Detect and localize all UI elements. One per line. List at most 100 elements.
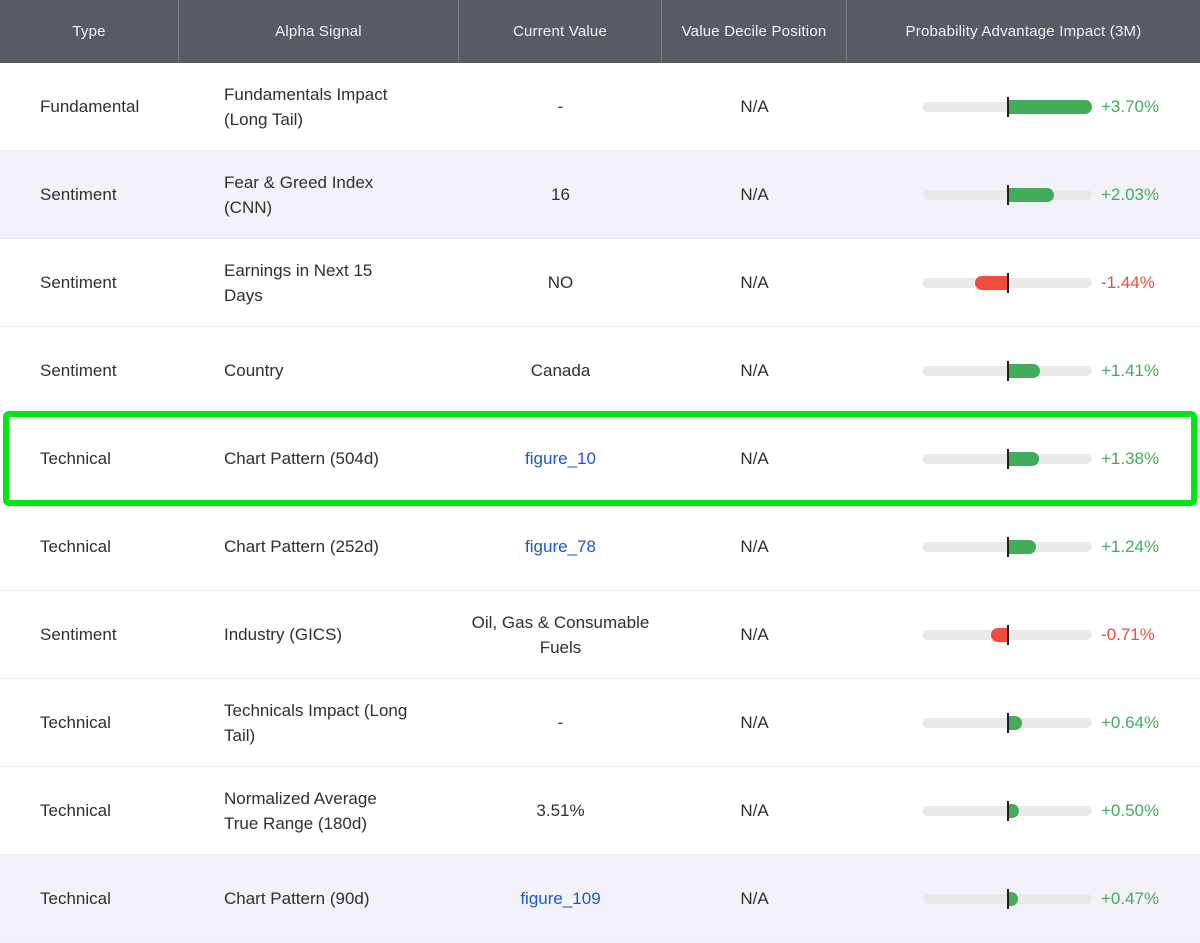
impact-bar-track bbox=[923, 360, 1092, 381]
decile-cell: N/A bbox=[740, 625, 769, 644]
table-row[interactable]: Technical Chart Pattern (90d) figure_109… bbox=[0, 855, 1200, 943]
impact-bar-fill bbox=[1007, 363, 1040, 378]
header-type: Type bbox=[0, 0, 179, 63]
impact-value-label: +1.41% bbox=[1101, 361, 1160, 380]
table-row[interactable]: Technical Normalized Average True Range … bbox=[0, 767, 1200, 855]
impact-zero-tick bbox=[1006, 448, 1009, 469]
impact-zero-tick bbox=[1006, 272, 1009, 293]
impact-bar-track bbox=[923, 712, 1092, 733]
impact-cell: +0.50% bbox=[847, 767, 1200, 854]
table-row[interactable]: Fundamental Fundamentals Impact (Long Ta… bbox=[0, 63, 1200, 151]
decile-cell: N/A bbox=[740, 889, 769, 908]
type-cell: Fundamental bbox=[40, 97, 140, 116]
impact-cell: +1.24% bbox=[847, 503, 1200, 590]
decile-cell: N/A bbox=[740, 537, 769, 556]
impact-bar-track bbox=[923, 800, 1092, 821]
type-cell: Technical bbox=[40, 713, 111, 732]
impact-bar-fill bbox=[1007, 715, 1022, 730]
type-cell: Technical bbox=[40, 537, 111, 556]
table-row[interactable]: Technical Chart Pattern (504d) figure_10… bbox=[0, 411, 1200, 506]
impact-bar-fill bbox=[1007, 539, 1036, 554]
current-value-cell: - bbox=[459, 679, 662, 766]
decile-cell: N/A bbox=[740, 449, 769, 468]
impact-zero-tick bbox=[1006, 712, 1009, 733]
current-value-cell: NO bbox=[459, 239, 662, 326]
impact-zero-tick bbox=[1006, 800, 1009, 821]
type-cell: Technical bbox=[40, 801, 111, 820]
current-value: Oil, Gas & Consumable Fuels bbox=[471, 612, 650, 657]
current-value-cell: 3.51% bbox=[459, 767, 662, 854]
figure-link[interactable]: figure_78 bbox=[525, 537, 596, 556]
table-body: Fundamental Fundamentals Impact (Long Ta… bbox=[0, 63, 1200, 943]
decile-cell: N/A bbox=[740, 361, 769, 380]
impact-zero-tick bbox=[1006, 888, 1009, 909]
impact-bar-fill bbox=[1007, 803, 1019, 818]
impact-bar-track bbox=[923, 536, 1092, 557]
impact-bar-fill bbox=[1007, 891, 1019, 906]
table-row[interactable]: Technical Chart Pattern (252d) figure_78… bbox=[0, 503, 1200, 591]
current-value: NO bbox=[547, 273, 574, 292]
impact-cell: +3.70% bbox=[847, 63, 1200, 150]
current-value-cell: 16 bbox=[459, 151, 662, 238]
type-cell: Sentiment bbox=[40, 273, 117, 292]
impact-cell: +0.64% bbox=[847, 679, 1200, 766]
table-row[interactable]: Sentiment Earnings in Next 15 Days NO N/… bbox=[0, 239, 1200, 327]
table-header: Type Alpha Signal Current Value Value De… bbox=[0, 0, 1200, 63]
impact-value-label: +0.64% bbox=[1101, 713, 1160, 732]
header-probability-advantage-impact: Probability Advantage Impact (3M) bbox=[905, 23, 1142, 40]
impact-cell: +2.03% bbox=[847, 151, 1200, 238]
current-value: Canada bbox=[530, 361, 591, 380]
alpha-signal-cell: Technicals Impact (Long Tail) bbox=[224, 700, 408, 745]
figure-link[interactable]: figure_10 bbox=[525, 449, 596, 468]
current-value-cell: Oil, Gas & Consumable Fuels bbox=[459, 591, 662, 678]
impact-cell: -0.71% bbox=[847, 591, 1200, 678]
impact-value-label: +2.03% bbox=[1101, 185, 1160, 204]
impact-zero-tick bbox=[1006, 624, 1009, 645]
current-value-cell: figure_109 bbox=[459, 855, 662, 942]
impact-bar-track bbox=[923, 96, 1092, 117]
impact-bar-fill bbox=[1007, 99, 1092, 114]
alpha-signal-cell: Earnings in Next 15 Days bbox=[224, 260, 373, 305]
current-value: 16 bbox=[551, 185, 570, 204]
current-value-cell: Canada bbox=[459, 327, 662, 414]
impact-bar-track bbox=[923, 448, 1092, 469]
alpha-signal-cell: Chart Pattern (252d) bbox=[224, 537, 379, 556]
header-value-decile-position: Value Decile Position bbox=[662, 0, 847, 63]
alpha-signal-cell: Industry (GICS) bbox=[224, 625, 343, 644]
impact-cell: -1.44% bbox=[847, 239, 1200, 326]
impact-bar-track bbox=[923, 272, 1092, 293]
impact-value-label: +3.70% bbox=[1101, 97, 1160, 116]
impact-bar-track bbox=[923, 888, 1092, 909]
impact-bar-track bbox=[923, 184, 1092, 205]
table-row[interactable]: Sentiment Country Canada N/A +1.41% bbox=[0, 327, 1200, 415]
impact-cell: +1.41% bbox=[847, 327, 1200, 414]
table-row[interactable]: Sentiment Fear & Greed Index (CNN) 16 N/… bbox=[0, 151, 1200, 239]
decile-cell: N/A bbox=[740, 713, 769, 732]
impact-bar-fill bbox=[1007, 451, 1039, 466]
decile-cell: N/A bbox=[740, 273, 769, 292]
alpha-signal-cell: Fundamentals Impact (Long Tail) bbox=[224, 84, 388, 129]
impact-zero-tick bbox=[1006, 536, 1009, 557]
impact-zero-tick bbox=[1006, 184, 1009, 205]
type-cell: Sentiment bbox=[40, 625, 117, 644]
current-value: - bbox=[557, 713, 564, 732]
impact-zero-tick bbox=[1006, 360, 1009, 381]
impact-bar-fill bbox=[1007, 187, 1054, 202]
decile-cell: N/A bbox=[740, 97, 769, 116]
table-row[interactable]: Technical Technicals Impact (Long Tail) … bbox=[0, 679, 1200, 767]
figure-link[interactable]: figure_109 bbox=[520, 889, 601, 908]
alpha-signal-cell: Country bbox=[224, 361, 284, 380]
alpha-signal-cell: Chart Pattern (504d) bbox=[224, 449, 379, 468]
impact-cell: +0.47% bbox=[847, 855, 1200, 942]
impact-value-label: +0.47% bbox=[1101, 889, 1160, 908]
decile-cell: N/A bbox=[740, 801, 769, 820]
type-cell: Sentiment bbox=[40, 185, 117, 204]
current-value: - bbox=[557, 97, 564, 116]
table-row[interactable]: Sentiment Industry (GICS) Oil, Gas & Con… bbox=[0, 591, 1200, 679]
current-value-cell: figure_10 bbox=[459, 415, 662, 502]
alpha-signal-cell: Fear & Greed Index (CNN) bbox=[224, 172, 374, 217]
alpha-signal-cell: Normalized Average True Range (180d) bbox=[224, 788, 377, 833]
type-cell: Technical bbox=[40, 449, 111, 468]
impact-bar-fill bbox=[974, 275, 1008, 290]
type-cell: Technical bbox=[40, 889, 111, 908]
